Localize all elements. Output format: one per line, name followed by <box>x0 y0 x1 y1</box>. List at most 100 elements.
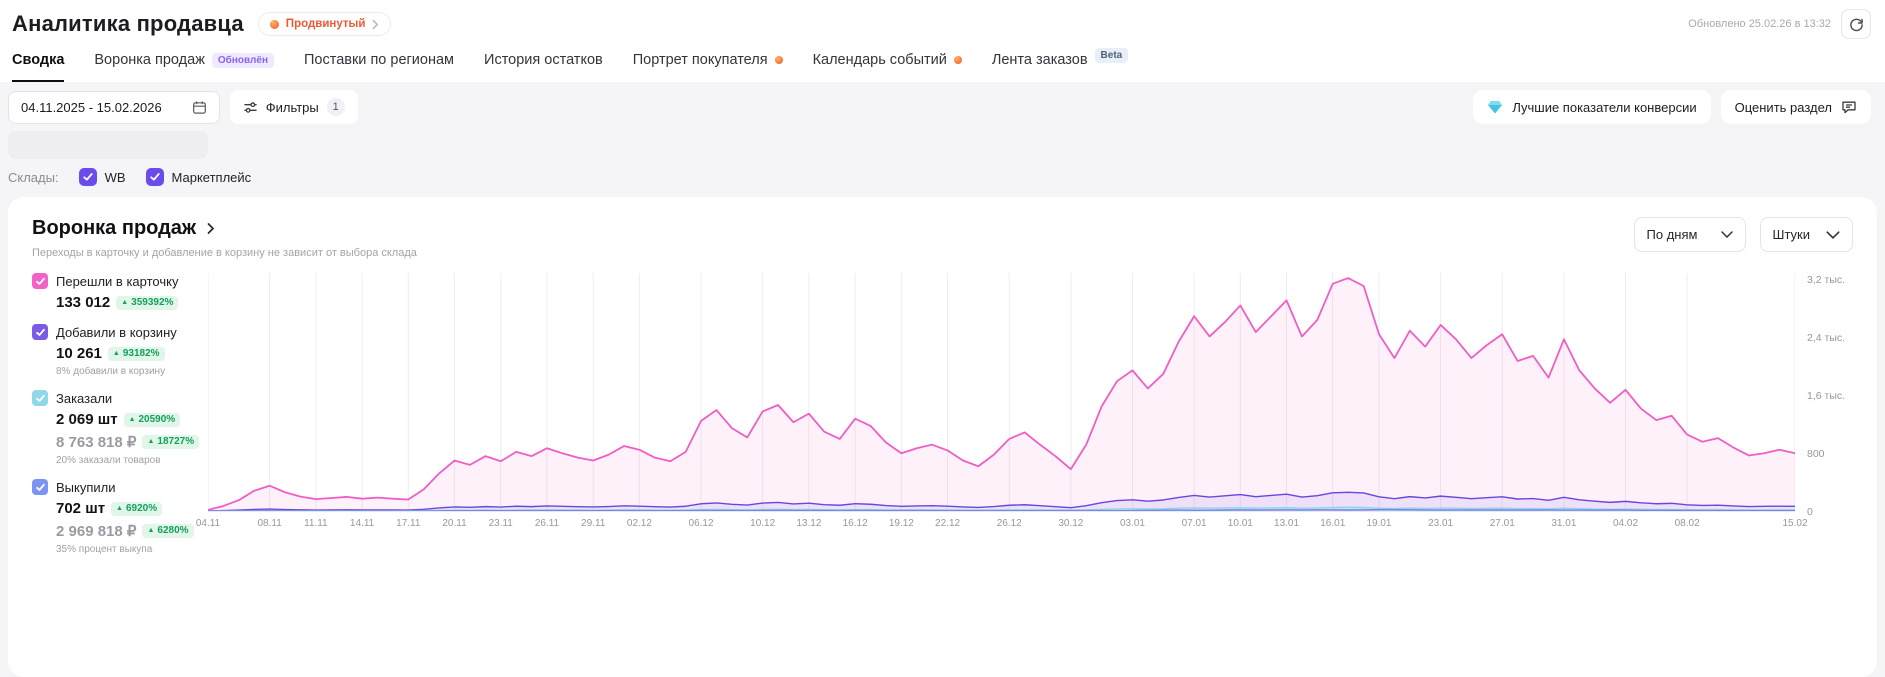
granularity-select[interactable]: По дням <box>1633 217 1746 252</box>
tab-label: Портрет покупателя <box>632 52 768 68</box>
metric-note: 20% заказали товаров <box>56 455 161 466</box>
metric-note: 35% процент выкупа <box>56 544 153 555</box>
plan-badge[interactable]: Продвинутый <box>257 12 392 36</box>
x-axis-label: 13.01 <box>1274 518 1300 529</box>
funnel-title-link[interactable]: Воронка продаж <box>32 217 417 240</box>
metric-vykupili: Выкупили 702 шт ▲ 6920% 2 969 818 ₽ ▲ 6280… <box>32 479 208 555</box>
sales-funnel-card: Воронка продаж Переходы в карточку и доб… <box>8 197 1877 677</box>
x-axis-label: 26.11 <box>534 518 560 529</box>
metric-value: 10 261 <box>56 345 102 362</box>
metric-checkbox[interactable] <box>32 479 48 495</box>
title-row: Аналитика продавца Продвинутый Обновлено… <box>12 8 1871 40</box>
checkbox-checked[interactable] <box>78 168 97 186</box>
x-axis-label: 26.12 <box>996 518 1022 529</box>
chart-plot-column: 04.11 08.11 11.11 14.11 17.11 20.11 23.11 26.11… <box>196 273 1808 568</box>
x-axis-label: 11.11 <box>304 518 328 529</box>
metric-dobavili-v-korzinu: Добавили в корзину 10 261 ▲ 93182% 8% доб… <box>32 324 208 377</box>
x-axis-label: 10.01 <box>1227 518 1253 529</box>
metric-value: 702 шт <box>56 500 106 517</box>
tab-lenta-zakazov[interactable]: Лента заказов Beta <box>991 47 1129 82</box>
y-axis-label: 800 <box>1807 448 1825 461</box>
delta-badge: ▲ 18727% <box>142 435 200 449</box>
units-select[interactable]: Штуки <box>1759 217 1853 252</box>
up-trend-icon: ▲ <box>128 415 136 423</box>
date-range-picker[interactable]: 04.11.2025 - 15.02.2026 <box>8 90 220 124</box>
up-trend-icon: ▲ <box>116 504 123 512</box>
metric-checkbox[interactable] <box>32 324 48 340</box>
x-axis-label: 17.11 <box>396 518 421 529</box>
best-conversion-label: Лучшие показатели конверсии <box>1512 99 1697 115</box>
tab-label: Лента заказов <box>991 52 1088 68</box>
x-axis-label: 30.12 <box>1058 518 1084 529</box>
metric-checkbox[interactable] <box>32 273 48 289</box>
metric-note: 8% добавили в корзину <box>56 366 166 377</box>
x-axis-label: 27.01 <box>1489 518 1515 529</box>
warehouses-label: Склады: <box>8 169 59 185</box>
x-axis-label: 07.01 <box>1181 518 1207 529</box>
y-axis-label: 0 <box>1807 506 1813 518</box>
rate-section-button[interactable]: Оценить раздел <box>1720 90 1871 124</box>
x-axis-label: 31.01 <box>1551 518 1577 529</box>
metric-pereshli-v-kartochku: Перешли в карточку 133 012 ▲ 359392% <box>32 273 208 311</box>
tab-label: Воронка продаж <box>94 52 205 68</box>
metric-label: Выкупили <box>56 479 116 495</box>
x-axis-label: 08.02 <box>1674 518 1700 529</box>
warehouse-label: Маркетплейс <box>171 169 252 185</box>
top-header: Аналитика продавца Продвинутый Обновлено… <box>0 0 1885 82</box>
metric-label: Заказали <box>56 390 113 406</box>
funnel-title: Воронка продаж <box>32 217 197 239</box>
refresh-button[interactable] <box>1841 9 1871 39</box>
x-axis-label: 16.12 <box>842 518 868 529</box>
x-axis-label: 19.01 <box>1366 518 1392 529</box>
checkbox-checked[interactable] <box>145 168 164 186</box>
up-trend-icon: ▲ <box>112 349 120 357</box>
tab-voronka-prodazh[interactable]: Воронка продаж Обновлён <box>94 52 274 82</box>
funnel-chart: 04.11 08.11 11.11 14.11 17.11 20.11 23.11 26.11… <box>196 271 1853 568</box>
chevron-right-icon <box>372 19 379 30</box>
chart-svg <box>208 273 1795 511</box>
delta-badge: ▲ 93182% <box>107 346 165 361</box>
x-axis: 04.11 08.11 11.11 14.11 17.11 20.11 23.11 26.11… <box>196 518 1808 534</box>
plan-dot-icon <box>269 19 279 29</box>
y-axis: 0 800 1,6 тыс. 2,4 тыс. 3,2 тыс. <box>1795 273 1853 518</box>
x-axis-label: 16.01 <box>1320 518 1346 529</box>
loading-placeholder <box>8 131 208 159</box>
updated-badge: Обновлён <box>211 52 274 68</box>
beta-badge: Beta <box>1094 47 1129 63</box>
tab-istoriya-ostatkov[interactable]: История остатков <box>484 52 603 82</box>
metric-value: 133 012 <box>56 294 111 311</box>
up-trend-icon: ▲ <box>147 438 155 445</box>
delta-badge: ▲ 6280% <box>142 524 194 538</box>
metric-label: Добавили в корзину <box>56 324 177 340</box>
up-trend-icon: ▲ <box>147 527 155 534</box>
new-feature-dot-icon <box>774 56 783 64</box>
x-axis-label: 22.12 <box>935 518 961 529</box>
x-axis-label: 15.02 <box>1782 518 1808 529</box>
warehouse-checkbox-marketplace[interactable]: Маркетплейс <box>145 168 252 186</box>
x-axis-label: 23.11 <box>488 518 513 529</box>
plan-label: Продвинутый <box>285 18 366 30</box>
gem-icon <box>1487 99 1503 115</box>
metric-checkbox[interactable] <box>32 390 48 406</box>
new-feature-dot-icon <box>953 56 962 64</box>
x-axis-label: 02.12 <box>626 518 652 529</box>
sliders-icon <box>243 100 258 115</box>
card-title-wrap: Воронка продаж Переходы в карточку и доб… <box>32 217 417 259</box>
x-axis-label: 14.11 <box>349 518 375 529</box>
tab-label: Календарь событий <box>812 52 947 68</box>
filters-button[interactable]: Фильтры 1 <box>229 90 358 124</box>
updated-timestamp: Обновлено 25.02.26 в 13:32 <box>1688 18 1831 30</box>
tab-kalendar-sobytiy[interactable]: Календарь событий <box>813 52 962 82</box>
tab-svodka[interactable]: Сводка <box>12 52 65 82</box>
tab-portret-pokupatelya[interactable]: Портрет покупателя <box>633 52 783 82</box>
x-axis-label: 13.12 <box>796 518 822 529</box>
tab-bar: Сводка Воронка продаж Обновлён Поставки … <box>12 40 1871 82</box>
tab-postavki-po-regionam[interactable]: Поставки по регионам <box>304 52 454 82</box>
best-conversion-button[interactable]: Лучшие показатели конверсии <box>1473 90 1711 124</box>
x-axis-label: 19.12 <box>888 518 914 529</box>
metric-value-rub: 2 969 818 ₽ <box>56 523 137 540</box>
x-axis-label: 20.11 <box>442 518 467 529</box>
chevron-down-icon <box>1826 230 1840 239</box>
warehouse-checkbox-wb[interactable]: WB <box>78 168 126 186</box>
tab-label: История остатков <box>484 52 603 68</box>
